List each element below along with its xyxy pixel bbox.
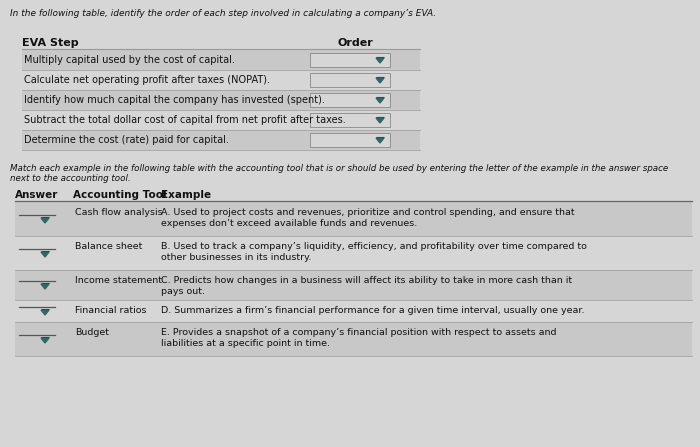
Text: Accounting Tool: Accounting Tool [73,190,167,200]
Polygon shape [41,310,49,315]
Text: EVA Step: EVA Step [22,38,78,48]
Bar [22,90,420,110]
Polygon shape [41,284,49,289]
Bar [15,270,692,300]
Text: expenses don’t exceed available funds and revenues.: expenses don’t exceed available funds an… [161,219,417,228]
Text: Example: Example [161,190,211,200]
Polygon shape [376,138,384,143]
Bar [310,53,390,67]
Text: Income statement: Income statement [75,276,162,285]
Text: C. Predicts how changes in a business will affect its ability to take in more ca: C. Predicts how changes in a business wi… [161,276,572,285]
Bar [22,70,420,90]
Bar [310,93,390,107]
Bar [15,202,692,236]
Text: Match each example in the following table with the accounting tool that is or sh: Match each example in the following tabl… [10,164,668,173]
Bar [310,133,390,147]
Bar [310,113,390,127]
Polygon shape [41,252,49,257]
Text: B. Used to track a company’s liquidity, efficiency, and profitability over time : B. Used to track a company’s liquidity, … [161,242,587,251]
Text: Balance sheet: Balance sheet [75,242,142,251]
Polygon shape [41,338,49,343]
Text: liabilities at a specific point in time.: liabilities at a specific point in time. [161,339,330,348]
Polygon shape [376,78,384,83]
Text: other businesses in its industry.: other businesses in its industry. [161,253,312,262]
Text: Subtract the total dollar cost of capital from net profit after taxes.: Subtract the total dollar cost of capita… [24,115,346,125]
Bar [22,130,420,150]
Bar [310,73,390,87]
Text: Cash flow analysis: Cash flow analysis [75,208,162,217]
Text: Calculate net operating profit after taxes (NOPAT).: Calculate net operating profit after tax… [24,75,270,85]
Bar [15,236,692,270]
Text: next to the accounting tool.: next to the accounting tool. [10,174,131,183]
Text: Financial ratios: Financial ratios [75,306,146,315]
Polygon shape [376,58,384,63]
Text: A. Used to project costs and revenues, prioritize and control spending, and ensu: A. Used to project costs and revenues, p… [161,208,575,217]
Polygon shape [376,98,384,103]
Bar [22,110,420,130]
Bar [15,322,692,356]
Text: pays out.: pays out. [161,287,205,296]
Text: Budget: Budget [75,328,109,337]
Text: D. Summarizes a firm’s financial performance for a given time interval, usually : D. Summarizes a firm’s financial perform… [161,306,584,315]
Text: Identify how much capital the company has invested (spent).: Identify how much capital the company ha… [24,95,325,105]
Polygon shape [376,118,384,123]
Text: Multiply capital used by the cost of capital.: Multiply capital used by the cost of cap… [24,55,235,65]
Text: In the following table, identify the order of each step involved in calculating : In the following table, identify the ord… [10,9,436,18]
Text: E. Provides a snapshot of a company’s financial position with respect to assets : E. Provides a snapshot of a company’s fi… [161,328,556,337]
Text: Answer: Answer [15,190,58,200]
Bar [15,300,692,322]
Polygon shape [41,218,49,223]
Text: Order: Order [337,38,373,48]
Bar [22,50,420,70]
Text: Determine the cost (rate) paid for capital.: Determine the cost (rate) paid for capit… [24,135,229,145]
